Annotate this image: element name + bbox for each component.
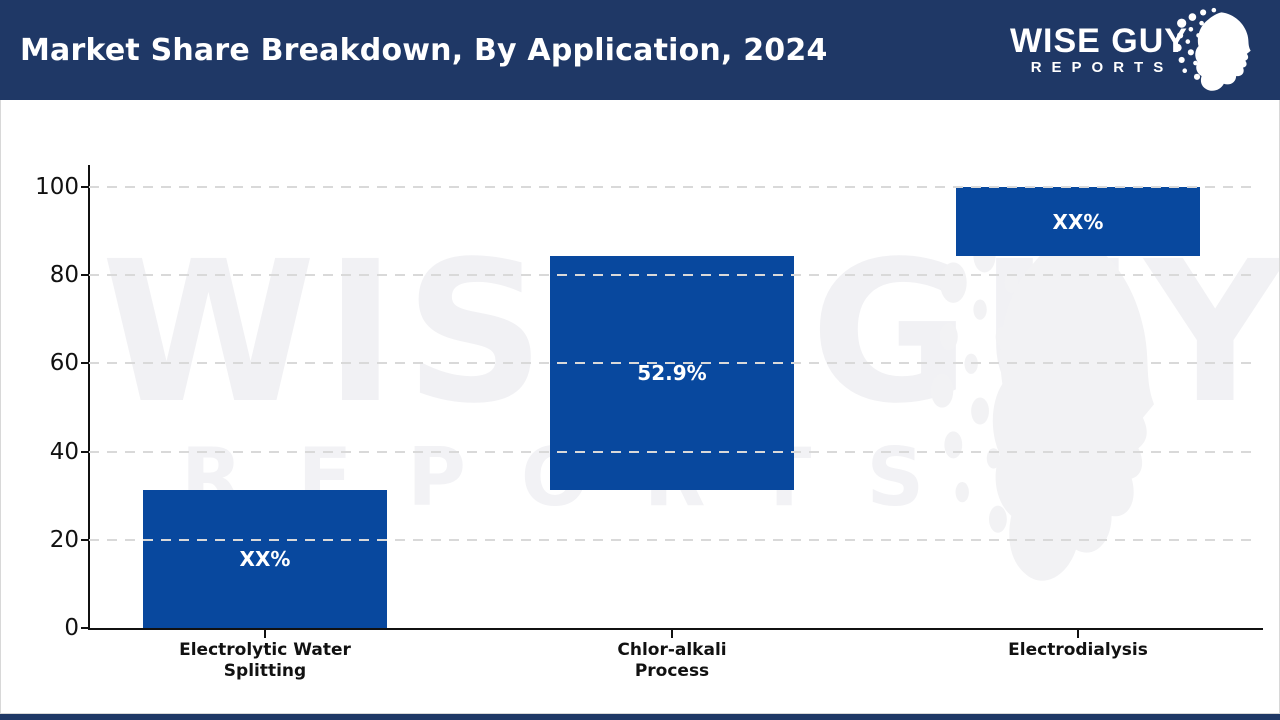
header-bar: Market Share Breakdown, By Application, … (0, 0, 1280, 100)
brand-tagline: REPORTS (1030, 59, 1174, 76)
gridline-20 (89, 538, 1254, 541)
bar-value-label: 52.9% (637, 360, 707, 385)
y-tick-label-0: 0 (64, 615, 79, 641)
category-label-line: Electrolytic Water (179, 640, 351, 660)
y-tick-label-80: 80 (49, 262, 79, 289)
category-label-line: Splitting (223, 661, 307, 681)
y-tick-mark-60 (81, 362, 88, 365)
x-tick-mark (671, 630, 673, 638)
page-title: Market Share Breakdown, By Application, … (20, 32, 828, 68)
category-label-line: Chlor-alkali (617, 640, 727, 660)
bar-electrolytic-water-splitting (143, 489, 387, 628)
category-label-line: Process (634, 661, 710, 681)
plot-area: 0 20 40 60 80 100 XX% 52.9% XX% Electrolytic Wate… (1, 100, 1279, 713)
gridline-100 (89, 186, 1254, 188)
y-tick-label-40: 40 (49, 438, 79, 465)
category-label-line: Electrodialysis (1008, 640, 1148, 660)
category-label-electrodialysis: Electrodialysis (918, 640, 1238, 661)
y-tick-mark-0 (81, 627, 88, 629)
bar-value-label: XX% (239, 546, 291, 571)
bar-value-label: XX% (1052, 209, 1104, 234)
y-tick-mark-40 (81, 450, 88, 453)
chart-card: WISE GUY REPORTS 020406080100XX%52.9%XX%… (0, 100, 1280, 714)
gridline-80 (89, 274, 1254, 277)
y-tick-label-60: 60 (49, 350, 79, 377)
y-tick-mark-80 (81, 274, 88, 277)
gridline-40 (89, 450, 1254, 453)
y-tick-label-20: 20 (49, 526, 79, 553)
category-label-electrolytic-water-splitting: Electrolytic Water Splitting (105, 640, 425, 682)
x-tick-mark (264, 630, 266, 638)
brand-name: WISE GUY (1009, 22, 1188, 60)
gridline-60 (89, 362, 1254, 365)
y-tick-mark-100 (81, 186, 88, 188)
y-tick-label-100: 100 (35, 174, 79, 200)
x-tick-mark (1077, 630, 1079, 638)
bar-electrodialysis (956, 187, 1200, 257)
footer-bar (0, 714, 1280, 720)
y-tick-mark-20 (81, 538, 88, 541)
brand-head-icon (1174, 7, 1266, 93)
category-label-chlor-alkali-process: Chlor-alkali Process (512, 640, 832, 682)
y-axis-spine (88, 165, 90, 630)
x-axis-spine (88, 628, 1263, 630)
brand-logo: WISE GUY REPORTS (1010, 0, 1266, 100)
